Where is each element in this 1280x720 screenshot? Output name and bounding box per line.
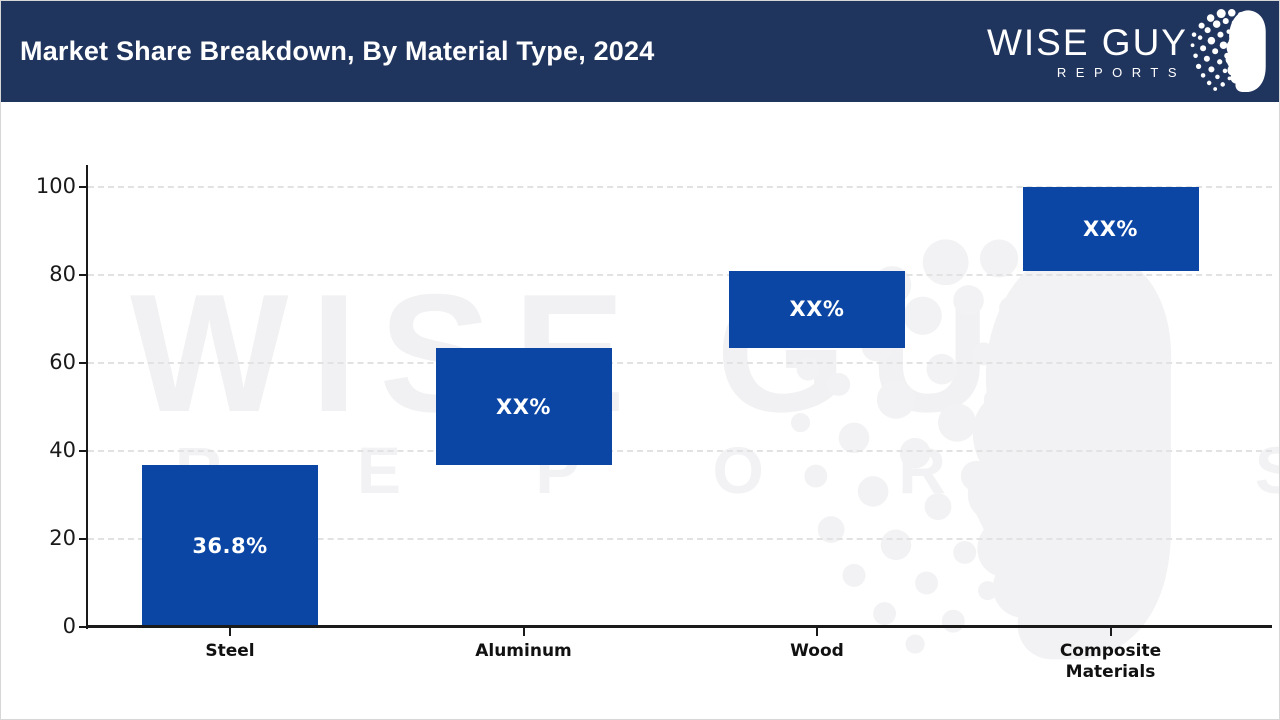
brand-name: WISE GUY [986,22,1188,64]
x-tick-label: Wood [790,641,844,661]
x-tick-mark [1109,628,1112,636]
x-tick-label: Aluminum [475,641,572,661]
watermark: WISE GUY R E P O R T S [0,102,1280,720]
dotted-head-logo-icon [1190,9,1266,92]
x-axis-line [86,625,1272,628]
y-tick-label: 40 [49,438,76,462]
gridline-40 [88,450,1272,452]
x-tick-mark [229,628,231,636]
y-tick-mark-80 [79,274,87,276]
y-tick-mark-0 [79,626,87,628]
brand-logo-text: WISE GUY REPORTS [986,22,1188,80]
bar-value-label: 36.8% [192,534,268,559]
header-bar: Market Share Breakdown, By Material Type… [0,0,1280,102]
bar-steel: 36.8% [142,465,318,627]
y-tick-mark-60 [79,362,87,364]
bar-value-label: XX% [789,297,845,322]
y-tick-label: 20 [49,526,76,550]
y-tick-label: 60 [49,350,76,374]
bar-value-label: XX% [1083,216,1138,241]
y-tick-mark-20 [79,538,87,540]
y-tick-mark-100 [79,186,87,188]
bar-aluminum: XX% [435,348,612,466]
gridline-60 [88,362,1272,364]
page-title: Market Share Breakdown, By Material Type… [20,35,655,66]
x-tick-mark [522,628,525,636]
gridline-100 [88,186,1272,188]
bar-composite-materials: XX% [1022,187,1199,271]
brand-logo: WISE GUY REPORTS [987,6,1272,98]
y-tick-label: 100 [35,174,76,198]
x-tick-mark [816,628,818,636]
gridline-20 [88,538,1272,540]
x-tick-label: Composite Materials [1059,641,1162,683]
x-tick-label: Steel [205,641,255,661]
brand-subtitle: REPORTS [1056,64,1186,80]
y-axis-line [86,165,88,629]
y-tick-label: 80 [49,262,76,286]
y-tick-mark-40 [79,450,87,452]
bar-wood: XX% [729,270,905,349]
bar-value-label: XX% [496,394,551,419]
y-tick-label: 0 [62,614,76,638]
gridline-80 [88,274,1272,276]
chart-plot-area: 0 20 40 60 80 100 36.8% Steel XX% Aluminum XX% Wood… [36,165,1272,682]
